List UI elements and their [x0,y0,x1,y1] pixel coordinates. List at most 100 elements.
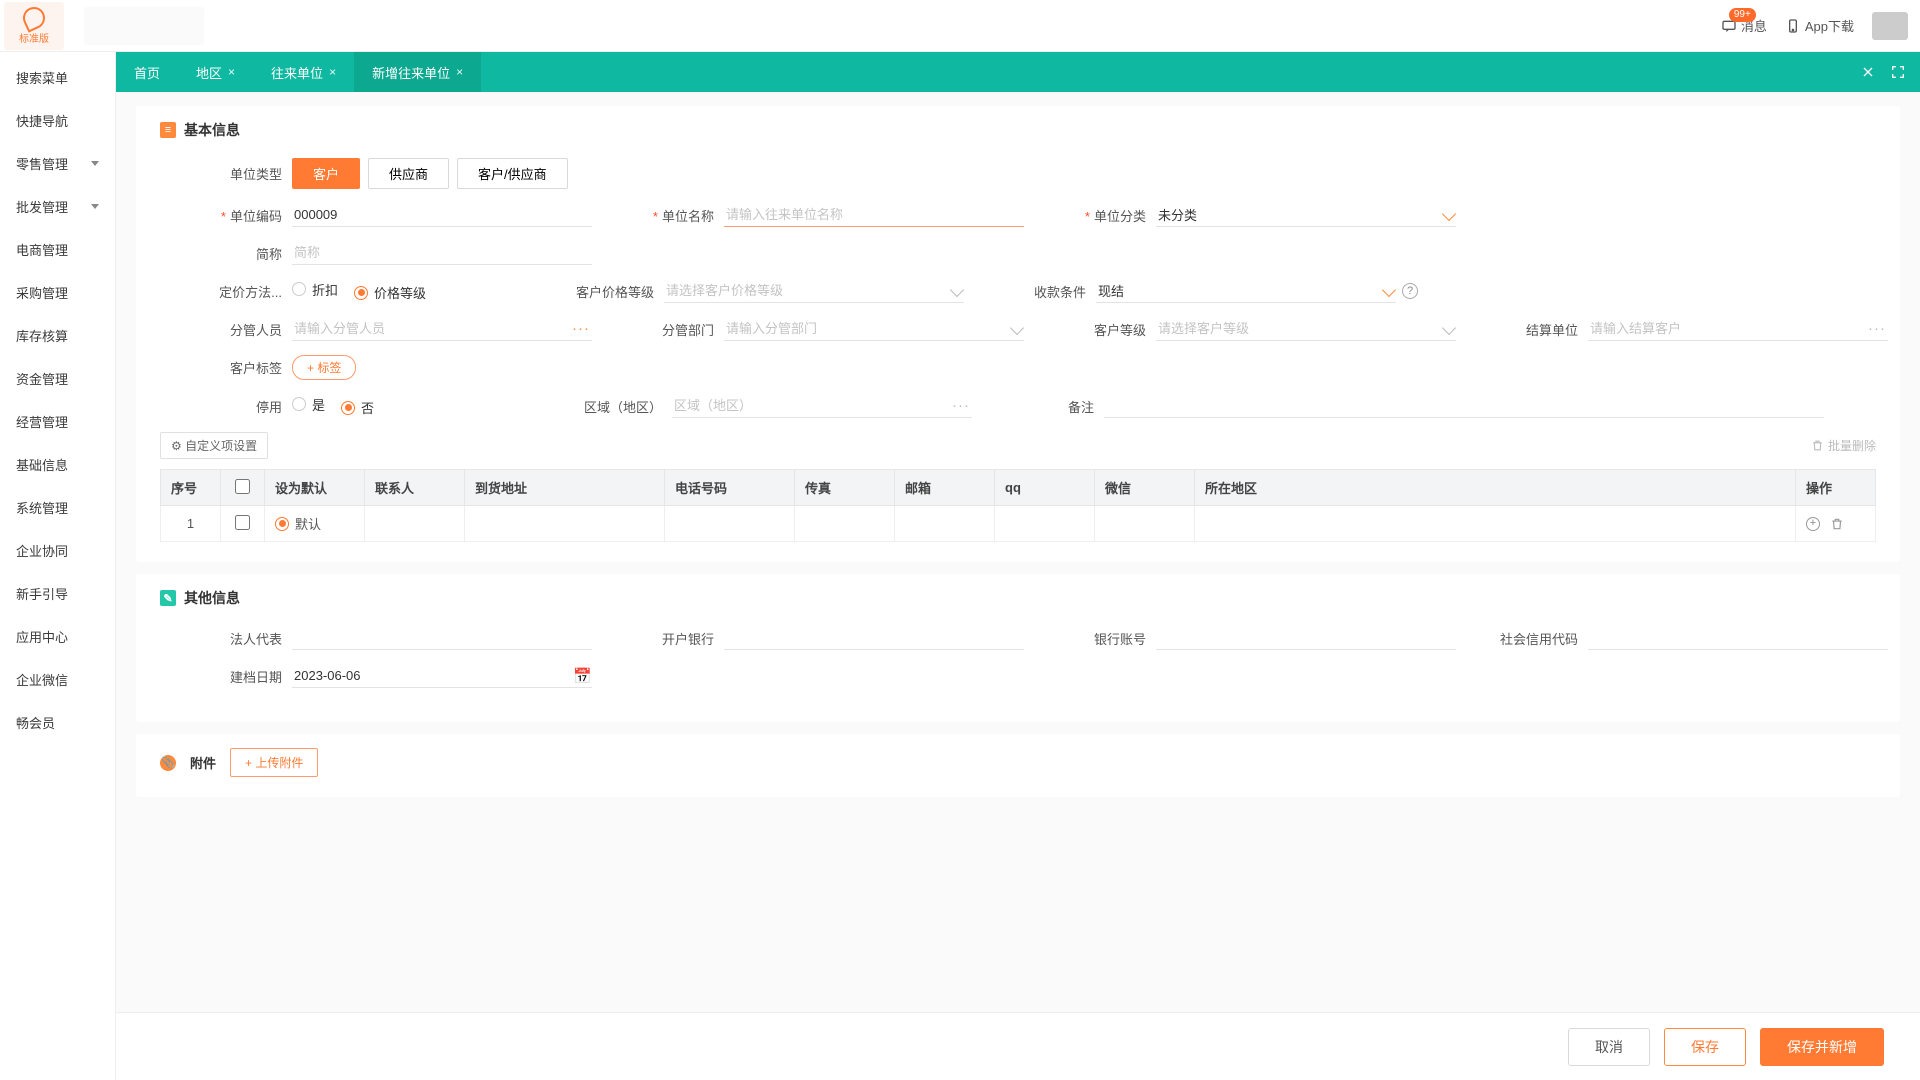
unit-type-option[interactable]: 客户/供应商 [457,158,568,189]
section-basic-label: 基本信息 [184,120,240,140]
radio-option[interactable]: 折扣 [292,280,338,299]
sidebar-item[interactable]: 新手引导 [0,572,115,615]
sidebar-item[interactable]: 电商管理 [0,228,115,271]
cancel-button[interactable]: 取消 [1568,1028,1650,1066]
radio-option[interactable]: 价格等级 [354,283,426,302]
select-all-checkbox[interactable] [235,479,250,494]
close-icon[interactable]: × [329,65,336,79]
upload-button[interactable]: + 上传附件 [230,748,318,777]
row-checkbox[interactable] [235,515,250,530]
section-attach-label: 附件 [190,753,216,772]
custom-fields-button[interactable]: ⚙ 自定义项设置 [160,432,268,459]
code-input[interactable] [292,203,592,227]
grade-select[interactable] [1156,317,1456,341]
sidebar-item[interactable]: 资金管理 [0,357,115,400]
sidebar-item[interactable]: 畅会员 [0,701,115,744]
disable-radio-group: 是否 [292,395,390,418]
tab[interactable]: 新增往来单位× [354,52,481,92]
sidebar-item[interactable]: 系统管理 [0,486,115,529]
unit-type-label: 单位类型 [200,164,282,183]
sidebar-item[interactable]: 应用中心 [0,615,115,658]
name-input[interactable] [724,203,1024,227]
cls-select[interactable] [1156,203,1456,227]
payterm-select[interactable] [1096,279,1396,303]
sidebar-item[interactable]: 搜索菜单 [0,56,115,99]
add-tag-button[interactable]: + 标签 [292,355,356,380]
dept-label: 分管部门 [632,320,714,339]
contacts-table: 序号设为默认联系人到货地址电话号码传真邮箱qq微信所在地区操作 1 默认 + [160,469,1876,542]
settle-label: 结算单位 [1496,320,1578,339]
remark-label: 备注 [1012,397,1094,416]
app-download-label: App下载 [1805,16,1854,35]
sidebar-item[interactable]: 批发管理 [0,185,115,228]
help-icon[interactable]: ? [1402,283,1418,299]
manager-input[interactable] [292,317,592,341]
bank-input[interactable] [724,626,1024,650]
section-icon: ≡ [160,122,176,138]
unit-type-option[interactable]: 客户 [292,158,360,189]
legal-label: 法人代表 [200,629,282,648]
tab[interactable]: 首页 [116,52,178,92]
remark-input[interactable] [1104,394,1824,418]
account-label: 银行账号 [1064,629,1146,648]
delete-row-icon[interactable] [1830,517,1844,531]
default-radio[interactable]: 默认 [275,514,321,533]
sidebar-item[interactable]: 基础信息 [0,443,115,486]
table-header [221,470,265,506]
tab[interactable]: 地区× [178,52,253,92]
messages-button[interactable]: 99+ 消息 [1721,16,1767,35]
chevron-down-icon [91,161,99,166]
sidebar-item[interactable]: 企业微信 [0,658,115,701]
legal-input[interactable] [292,626,592,650]
tab[interactable]: 往来单位× [253,52,354,92]
close-tab-icon[interactable] [1860,64,1876,80]
section-other-label: 其他信息 [184,588,240,608]
calendar-icon[interactable]: 📅 [573,667,592,685]
avatar[interactable] [1872,12,1908,40]
table-header: 操作 [1796,470,1876,506]
org-selector[interactable] [84,7,204,45]
brand-logo: 标准版 [4,2,64,50]
pricelvl-select[interactable] [664,279,964,303]
content-area: ≡ 基本信息 单位类型 客户供应商客户/供应商 单位编码 单位名称 [116,92,1920,1012]
pricelvl-label: 客户价格等级 [572,282,654,301]
account-input[interactable] [1156,626,1456,650]
sidebar-item[interactable]: 零售管理 [0,142,115,185]
close-icon[interactable]: × [456,65,463,79]
save-button[interactable]: 保存 [1664,1028,1746,1066]
tag-label: 客户标签 [200,358,282,377]
radio-option[interactable]: 否 [341,398,374,417]
unit-type-option[interactable]: 供应商 [368,158,449,189]
table-header: 所在地区 [1195,470,1796,506]
table-header: 到货地址 [465,470,665,506]
region-input[interactable] [672,394,972,418]
short-input[interactable] [292,241,592,265]
table-header: 联系人 [365,470,465,506]
credit-input[interactable] [1588,626,1888,650]
fullscreen-icon[interactable] [1890,64,1906,80]
section-icon: ✎ [160,590,176,606]
messages-badge: 99+ [1729,8,1756,22]
app-download-button[interactable]: App下载 [1785,16,1854,35]
phone-icon [1785,18,1801,34]
date-input[interactable] [292,664,592,688]
settle-input[interactable] [1588,317,1888,341]
sidebar-item[interactable]: 快捷导航 [0,99,115,142]
batch-delete-button[interactable]: 批量删除 [1811,437,1876,454]
sidebar-item[interactable]: 企业协同 [0,529,115,572]
sidebar-item[interactable]: 采购管理 [0,271,115,314]
save-and-new-button[interactable]: 保存并新增 [1760,1028,1884,1066]
payterm-label: 收款条件 [1004,282,1086,301]
footer: 取消 保存 保存并新增 [116,1012,1920,1080]
table-header: 邮箱 [895,470,995,506]
add-row-button[interactable]: + [1806,517,1820,531]
close-icon[interactable]: × [228,65,235,79]
sidebar-item[interactable]: 库存核算 [0,314,115,357]
sidebar-item[interactable]: 经营管理 [0,400,115,443]
radio-option[interactable]: 是 [292,395,325,414]
table-header: 序号 [161,470,221,506]
dept-select[interactable] [724,317,1024,341]
table-header: qq [995,470,1095,506]
table-row: 1 默认 + [161,506,1876,542]
table-header: 电话号码 [665,470,795,506]
